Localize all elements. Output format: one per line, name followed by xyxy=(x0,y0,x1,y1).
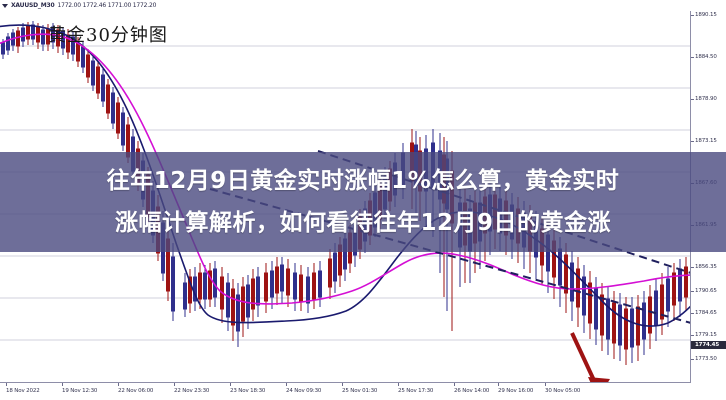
headline-line-1: 往年12月9日黄金实时涨幅1%怎么算，黄金实时 xyxy=(106,168,620,194)
price-tick: 1856.35 xyxy=(691,263,726,272)
down-arrow-icon xyxy=(570,332,610,382)
symbol-label: XAUUSD_M30 xyxy=(11,2,55,9)
quote-header: XAUUSD_M30 1772.00 1772.46 1771.00 1772.… xyxy=(0,0,726,11)
time-tick: 22 Nov 23:30 xyxy=(174,383,210,394)
price-tick: 1890.15 xyxy=(691,11,726,20)
headline-overlay: 往年12月9日黄金实时涨幅1%怎么算，黄金实时 涨幅计算解析，如何看待往年12月… xyxy=(0,152,726,252)
ma-fast-line xyxy=(0,33,690,305)
price-tick: 1884.50 xyxy=(691,53,726,62)
time-tick: 25 Nov 01:30 xyxy=(342,383,378,394)
time-tick: 23 Nov 18:30 xyxy=(230,383,266,394)
current-price-tag: 1774.45 xyxy=(691,341,726,349)
time-tick: 24 Nov 09:30 xyxy=(286,383,322,394)
time-tick: 26 Nov 14:00 xyxy=(454,383,490,394)
price-tick: 1773.50 xyxy=(691,355,726,364)
triangle-down-icon[interactable] xyxy=(2,3,8,8)
price-tick: 1790.65 xyxy=(691,287,726,296)
time-axis[interactable]: 18 Nov 2022 19 Nov 12:30 22 Nov 06:00 22… xyxy=(0,382,691,400)
price-tick: 1878.90 xyxy=(691,95,726,104)
time-tick: 22 Nov 06:00 xyxy=(118,383,154,394)
time-tick: 29 Nov 16:00 xyxy=(498,383,534,394)
time-tick: 19 Nov 12:30 xyxy=(62,383,98,394)
time-tick: 25 Nov 17:30 xyxy=(398,383,434,394)
price-tick: 1779.15 xyxy=(691,331,726,340)
price-tick: 1784.65 xyxy=(691,309,726,318)
time-tick: 30 Nov 05:00 xyxy=(545,383,581,394)
ohlc-values: 1772.00 1772.46 1771.00 1772.20 xyxy=(57,2,157,9)
price-tick: 1873.15 xyxy=(691,137,726,146)
time-tick: 18 Nov 2022 xyxy=(6,383,40,394)
headline-line-2: 涨幅计算解析，如何看待往年12月9日的黄金涨 xyxy=(114,210,611,236)
ma-slow-line xyxy=(0,24,690,327)
chart-title: 黄金30分钟图 xyxy=(48,25,168,46)
